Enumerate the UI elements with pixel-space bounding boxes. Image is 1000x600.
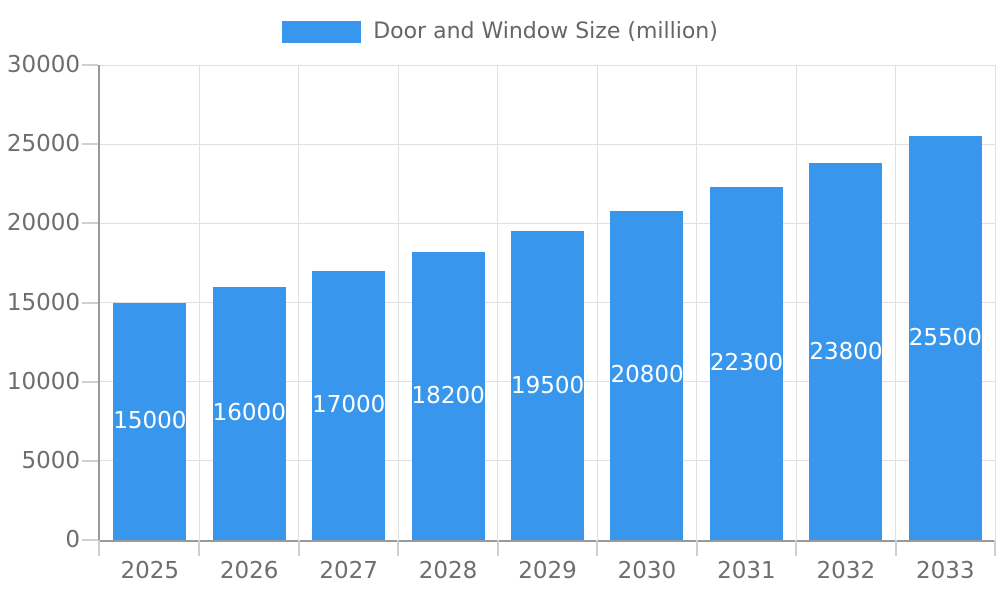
- legend[interactable]: Door and Window Size (million): [0, 20, 1000, 44]
- bar: 16000: [212, 286, 286, 540]
- y-axis-tick: [82, 459, 98, 462]
- x-axis-tick: [397, 540, 400, 556]
- y-axis-tick: [82, 380, 98, 383]
- x-axis-tick-label: 2027: [319, 558, 378, 584]
- bar: 22300: [709, 186, 784, 540]
- bar-value-label: 16000: [212, 400, 286, 427]
- y-axis-tick-label: 0: [65, 527, 80, 553]
- x-axis-tick-label: 2026: [219, 558, 279, 584]
- bar: 15000: [113, 302, 187, 540]
- bar-value-label: 23800: [809, 338, 883, 365]
- y-axis-tick: [82, 539, 98, 541]
- bar: 20800: [610, 210, 684, 540]
- bar-value-label: 25500: [908, 325, 982, 352]
- x-axis-tick-label: 2032: [816, 558, 876, 584]
- x-axis-tick: [596, 540, 599, 556]
- bar-value-label: 18200: [411, 382, 485, 409]
- bar-value-label: 15000: [113, 408, 187, 435]
- x-axis-tick: [297, 540, 300, 556]
- bar: 19500: [511, 231, 584, 540]
- bar: 25500: [908, 136, 982, 540]
- x-axis-tick: [795, 540, 798, 556]
- bar-value-label: 17000: [312, 392, 386, 419]
- y-axis-tick: [82, 222, 98, 225]
- gridline-vertical: [596, 65, 598, 540]
- y-axis-tick-label: 30000: [6, 52, 80, 78]
- y-axis-tick-label: 15000: [6, 289, 80, 316]
- x-axis-tick-label: 2025: [120, 558, 179, 584]
- x-axis-tick-label: 2029: [518, 558, 577, 584]
- legend-swatch-icon: [282, 21, 362, 43]
- x-axis-tick-label: 2028: [418, 558, 478, 584]
- gridline-horizontal: [100, 143, 995, 145]
- y-axis-tick-label: 25000: [6, 131, 80, 158]
- plot-area: 15000 16000 17000 18200 19500 20800 22300 23800…: [82, 64, 996, 556]
- x-axis-tick: [994, 540, 996, 556]
- bar-value-label: 19500: [511, 372, 585, 399]
- x-axis-tick: [496, 540, 499, 556]
- x-axis-tick-label: 2031: [717, 558, 776, 584]
- bar-value-label: 22300: [709, 350, 784, 377]
- gridline-horizontal: [100, 222, 995, 224]
- y-axis-tick-label: 5000: [21, 447, 80, 474]
- gridline-vertical: [497, 65, 499, 540]
- gridline-vertical: [795, 65, 797, 540]
- x-axis-tick: [98, 540, 100, 556]
- y-axis-tick-label: 10000: [6, 368, 80, 395]
- gridline-vertical: [994, 65, 996, 540]
- legend-label: Door and Window Size (million): [373, 19, 718, 44]
- x-axis-tick: [198, 540, 201, 556]
- y-axis-tick-label: 20000: [6, 210, 80, 237]
- bar: 23800: [809, 163, 883, 540]
- gridline-vertical: [298, 65, 300, 540]
- y-axis-tick: [82, 143, 98, 146]
- bar: 17000: [312, 270, 386, 540]
- y-axis-tick: [82, 301, 98, 304]
- x-axis-tick: [894, 540, 897, 556]
- gridline-vertical: [696, 65, 698, 540]
- gridline-vertical: [198, 65, 200, 540]
- gridline-vertical: [895, 65, 897, 540]
- gridline-horizontal: [100, 64, 995, 66]
- y-axis-tick: [82, 64, 98, 66]
- x-axis-tick-label: 2033: [915, 558, 975, 584]
- x-axis-tick: [695, 540, 698, 556]
- x-axis-tick-label: 2030: [617, 558, 677, 584]
- gridline-vertical: [397, 65, 399, 540]
- bar-value-label: 20800: [610, 362, 684, 389]
- bar: 18200: [411, 251, 485, 540]
